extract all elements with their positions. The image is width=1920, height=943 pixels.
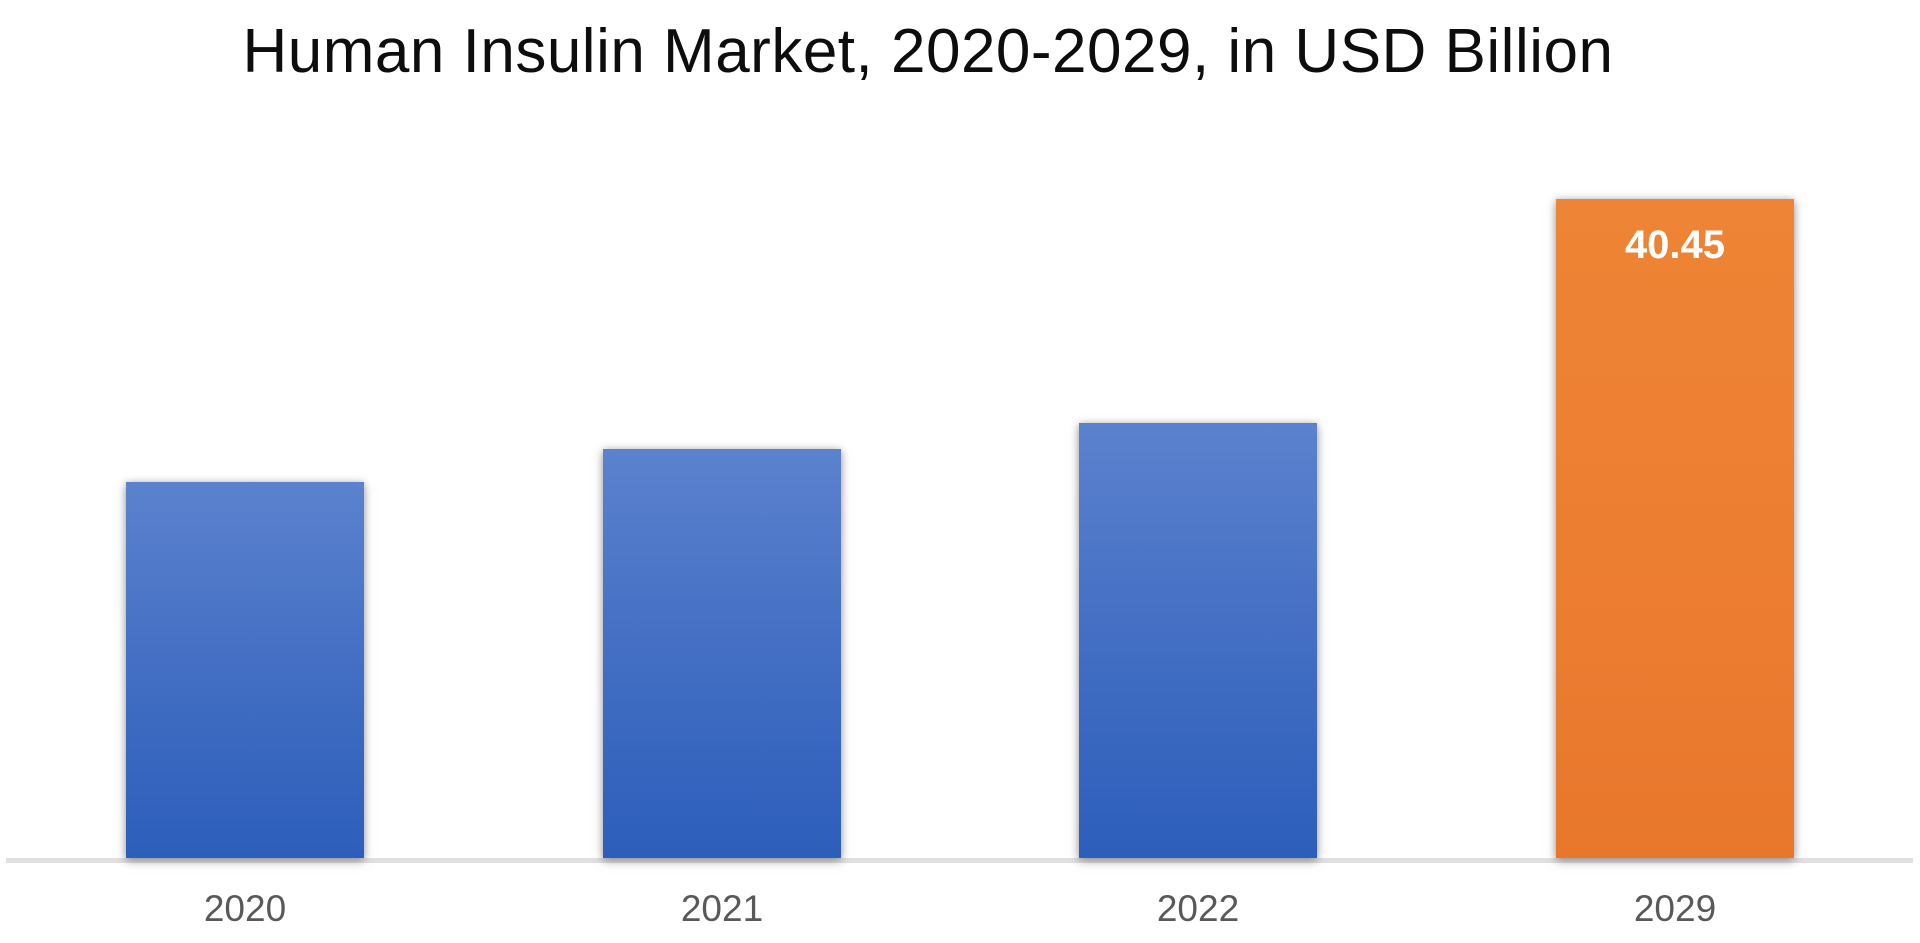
- x-axis-line: [6, 858, 1913, 863]
- x-tick-label-2022: 2022: [1156, 888, 1240, 929]
- x-tick-label-2020: 2020: [203, 888, 287, 929]
- x-tick-label-2021: 2021: [680, 888, 764, 929]
- chart-title: Human Insulin Market, 2020-2029, in USD …: [242, 17, 1614, 86]
- bar-2022: [1079, 423, 1317, 858]
- bar-data-label-2029: 40.45: [1624, 223, 1726, 267]
- bar-2021: [603, 449, 841, 858]
- bar-2029: 40.45: [1556, 199, 1794, 858]
- bar-2020: [126, 482, 364, 858]
- x-tick-label-2029: 2029: [1633, 888, 1717, 929]
